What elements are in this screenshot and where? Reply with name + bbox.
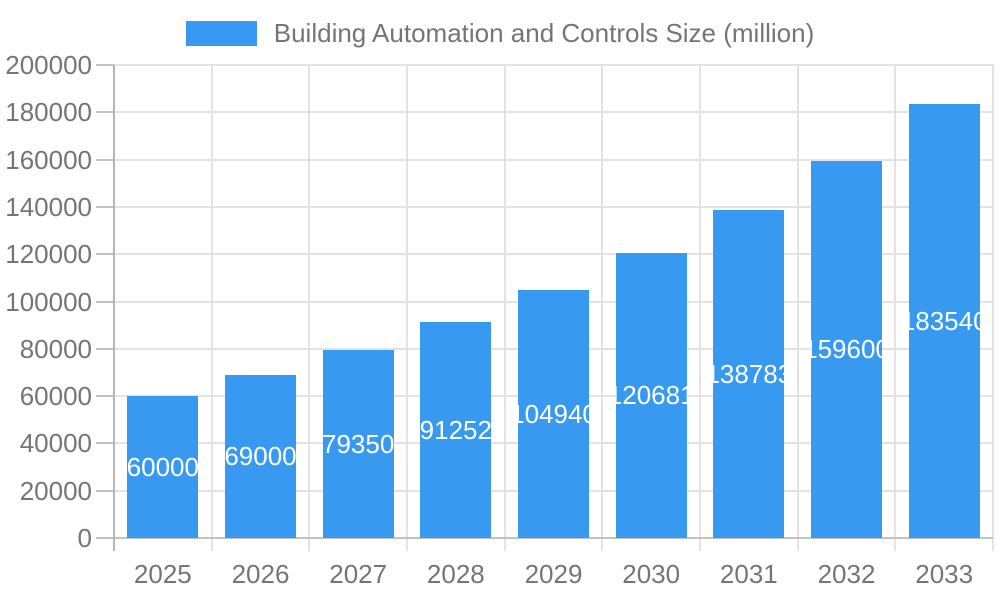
x-axis-label: 2029	[524, 559, 583, 589]
y-axis-label: 200000	[5, 50, 92, 80]
y-axis-label: 40000	[19, 428, 92, 459]
bar-value-label: 183540	[909, 305, 980, 336]
x-axis-label: 2025	[133, 559, 192, 589]
y-axis-tick	[96, 253, 114, 256]
y-axis-label: 0	[77, 523, 92, 553]
x-axis-label: 2028	[426, 559, 485, 589]
gridline-horizontal	[114, 253, 993, 256]
bar-value-label: 159600	[811, 334, 882, 365]
y-axis-label: 160000	[5, 144, 92, 175]
bar-value-label: 138783	[713, 358, 784, 389]
gridline-vertical	[210, 65, 213, 551]
y-axis-label: 100000	[5, 286, 92, 317]
bar-value-label: 104940	[518, 398, 589, 429]
y-axis-label: 180000	[5, 97, 92, 128]
legend-label: Building Automation and Controls Size (m…	[273, 18, 815, 48]
bar[interactable]: 183540	[908, 103, 980, 538]
bar[interactable]: 138783	[713, 209, 785, 538]
y-axis-tick	[96, 158, 114, 161]
bar-value-label: 79350	[322, 429, 394, 460]
bar[interactable]: 79350	[322, 350, 394, 538]
y-axis-label: 140000	[5, 191, 92, 222]
y-axis-line	[113, 65, 115, 551]
y-axis-tick	[96, 395, 114, 398]
y-axis-tick	[96, 300, 114, 303]
gridline-vertical	[992, 65, 994, 551]
y-axis-tick	[96, 347, 114, 350]
y-axis-label: 80000	[19, 333, 92, 364]
gridline-vertical	[406, 65, 408, 551]
gridline-horizontal	[114, 158, 993, 161]
legend[interactable]: Building Automation and Controls Size (m…	[0, 20, 1000, 46]
bar[interactable]: 159600	[811, 160, 882, 538]
gridline-vertical	[308, 65, 311, 551]
gridline-vertical	[699, 65, 701, 551]
gridline-vertical	[894, 65, 897, 551]
bar[interactable]: 60000	[127, 396, 199, 538]
x-axis-label: 2030	[622, 559, 681, 589]
gridline-vertical	[503, 65, 506, 551]
x-axis-label: 2026	[231, 559, 290, 589]
x-axis-label: 2031	[719, 559, 778, 589]
bar-value-label: 60000	[127, 452, 199, 483]
y-axis-tick	[96, 537, 114, 539]
gridline-horizontal	[114, 205, 993, 208]
bar[interactable]: 104940	[518, 289, 589, 538]
gridline-vertical	[796, 65, 799, 551]
bar-value-label: 120681	[616, 380, 687, 411]
y-axis-tick	[96, 442, 114, 445]
bar[interactable]: 120681	[615, 252, 687, 538]
x-axis-label: 2033	[915, 559, 974, 589]
legend-swatch	[185, 20, 257, 46]
x-axis-label: 2027	[329, 559, 388, 589]
y-axis-label: 20000	[19, 475, 92, 506]
gridline-vertical	[601, 65, 604, 551]
bar-value-label: 69000	[225, 441, 296, 472]
x-axis-line	[114, 537, 993, 539]
bar[interactable]: 69000	[225, 374, 296, 538]
y-axis-label: 120000	[5, 239, 92, 270]
x-axis-label: 2032	[817, 559, 876, 589]
gridline-horizontal	[114, 64, 993, 66]
y-axis-tick	[96, 489, 114, 492]
bar-value-label: 91252	[420, 415, 492, 446]
y-axis-tick	[96, 64, 114, 66]
y-axis-tick	[96, 205, 114, 208]
y-axis-label: 60000	[19, 381, 92, 412]
y-axis-tick	[96, 111, 114, 114]
bar[interactable]: 91252	[420, 322, 492, 538]
gridline-horizontal	[114, 111, 993, 114]
